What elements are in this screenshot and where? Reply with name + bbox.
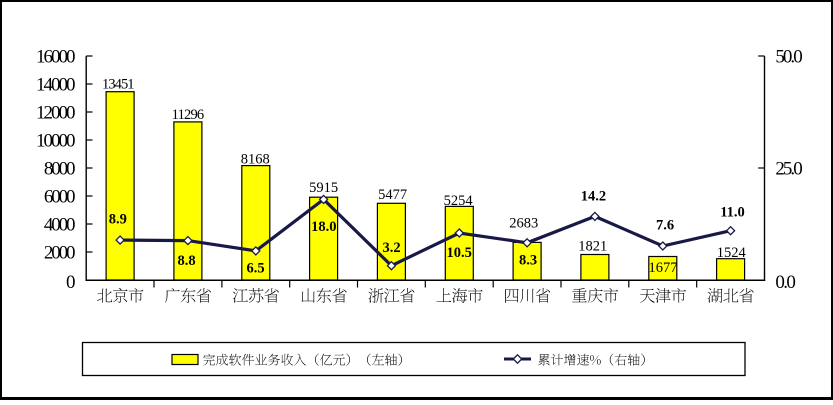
svg-text:5254: 5254 [444,193,474,209]
svg-text:4000: 4000 [44,215,76,236]
svg-text:0.0: 0.0 [775,272,796,293]
svg-text:8.9: 8.9 [109,212,127,228]
svg-text:12000: 12000 [36,103,76,124]
svg-text:10000: 10000 [36,131,76,152]
svg-text:8.8: 8.8 [177,253,195,269]
svg-text:5477: 5477 [378,187,407,203]
svg-text:11296: 11296 [172,107,205,123]
svg-text:6.5: 6.5 [247,260,265,276]
svg-text:8168: 8168 [241,152,270,168]
svg-text:1821: 1821 [578,239,607,255]
svg-text:11.0: 11.0 [720,205,745,221]
svg-text:14000: 14000 [36,75,76,96]
svg-text:8.3: 8.3 [519,253,537,269]
svg-text:7.6: 7.6 [656,218,674,234]
svg-text:2683: 2683 [509,216,538,232]
svg-text:1524: 1524 [717,245,747,261]
svg-text:13451: 13451 [102,76,135,92]
svg-text:1677: 1677 [649,260,678,276]
svg-text:0: 0 [66,272,76,293]
svg-text:6000: 6000 [44,187,76,208]
svg-text:14.2: 14.2 [581,189,606,205]
svg-text:10.5: 10.5 [447,245,472,261]
svg-text:25.0: 25.0 [775,159,802,180]
svg-text:2000: 2000 [44,243,76,264]
svg-text:18.0: 18.0 [311,219,336,235]
svg-text:16000: 16000 [36,47,76,68]
svg-text:5915: 5915 [309,180,338,196]
svg-text:3.2: 3.2 [382,240,400,256]
svg-text:8000: 8000 [44,159,76,180]
svg-text:50.0: 50.0 [775,47,802,68]
